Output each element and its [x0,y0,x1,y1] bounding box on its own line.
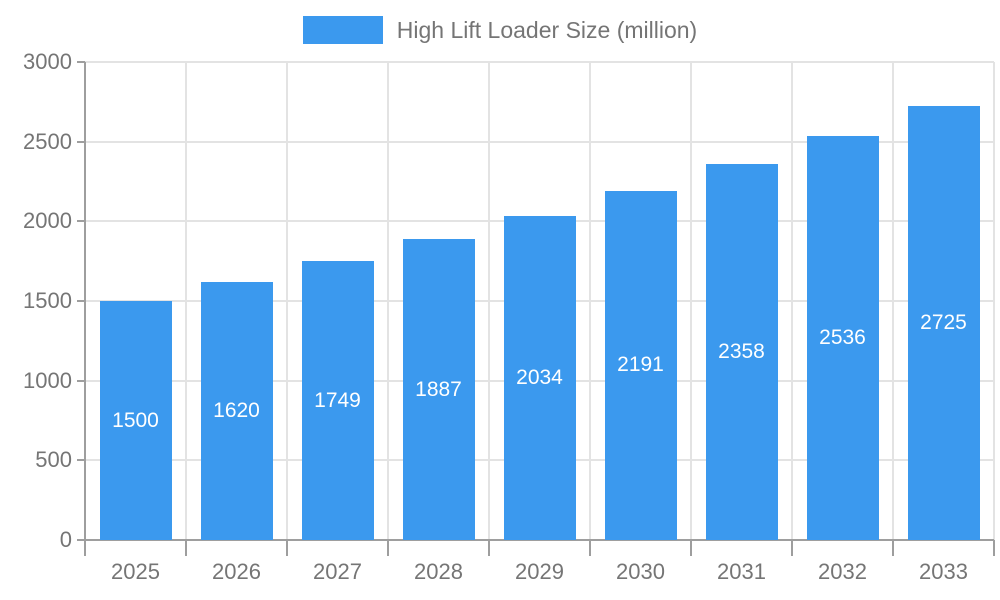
y-tick-label: 2000 [23,208,72,234]
x-tick [286,540,288,556]
legend-swatch[interactable] [302,16,383,44]
bar-value-label: 1887 [415,377,462,401]
y-tick-label: 3000 [23,49,72,74]
bar[interactable]: 1887 [402,239,475,540]
bar-value-label: 1500 [112,408,159,432]
bar-value-label: 2725 [920,310,967,334]
y-tick-label: 0 [59,527,72,552]
bar[interactable]: 1500 [99,301,172,540]
x-tick [387,540,389,556]
x-gridline [589,62,591,540]
bar[interactable]: 2725 [907,105,980,540]
x-gridline [488,62,490,540]
bar-value-label: 2191 [617,353,664,377]
bar[interactable]: 2536 [806,135,879,540]
y-tick-label: 1000 [23,367,72,393]
bar[interactable]: 2191 [604,190,677,540]
x-tick [892,540,894,556]
bar[interactable]: 2034 [503,215,576,540]
x-gridline [993,62,995,540]
y-tick [77,220,85,223]
x-gridline [387,62,389,540]
x-tick-label: 2030 [616,559,665,584]
y-tick [77,300,85,302]
y-tick-label: 1500 [23,288,72,313]
x-gridline [791,62,793,540]
x-tick-label: 2029 [515,559,564,584]
y-tick [77,539,85,541]
x-tick [488,540,490,556]
y-gridline [85,61,994,63]
y-axis-line [84,62,86,540]
x-tick-label: 2033 [919,559,968,584]
x-tick-label: 2032 [818,559,867,584]
x-tick [993,540,995,556]
x-tick [84,540,86,556]
bar-value-label: 2034 [516,365,563,389]
y-tick [77,379,85,382]
y-tick-label: 500 [35,447,72,473]
bar[interactable]: 2358 [705,164,778,540]
x-tick-label: 2025 [111,559,160,584]
plot-area: 1500 1620 1749 1887 2034 2191 2358 2536 2725 [77,61,995,556]
y-gridline [85,140,994,143]
bar[interactable]: 1749 [301,261,374,540]
x-axis-line [85,539,994,541]
bar-value-label: 2358 [718,340,765,364]
legend: High Lift Loader Size (million) [0,16,1000,44]
x-tick [690,540,692,556]
y-tick-label: 2500 [23,128,72,154]
x-tick [589,540,591,556]
bar-value-label: 1749 [314,388,361,412]
x-tick [791,540,793,556]
y-tick [77,459,85,462]
bar-value-label: 1620 [213,398,260,422]
x-gridline [690,62,692,540]
y-tick [77,61,85,63]
x-gridline [185,62,187,540]
legend-label[interactable]: High Lift Loader Size (million) [396,16,698,43]
x-gridline [892,62,894,540]
x-tick-label: 2026 [212,559,261,584]
x-tick-label: 2031 [717,559,766,584]
x-gridline [286,62,288,540]
y-tick [77,140,85,143]
x-tick [185,540,187,556]
x-tick-label: 2027 [313,559,362,584]
bar[interactable]: 1620 [200,281,273,540]
x-tick-label: 2028 [414,559,463,584]
bar-value-label: 2536 [819,325,866,349]
